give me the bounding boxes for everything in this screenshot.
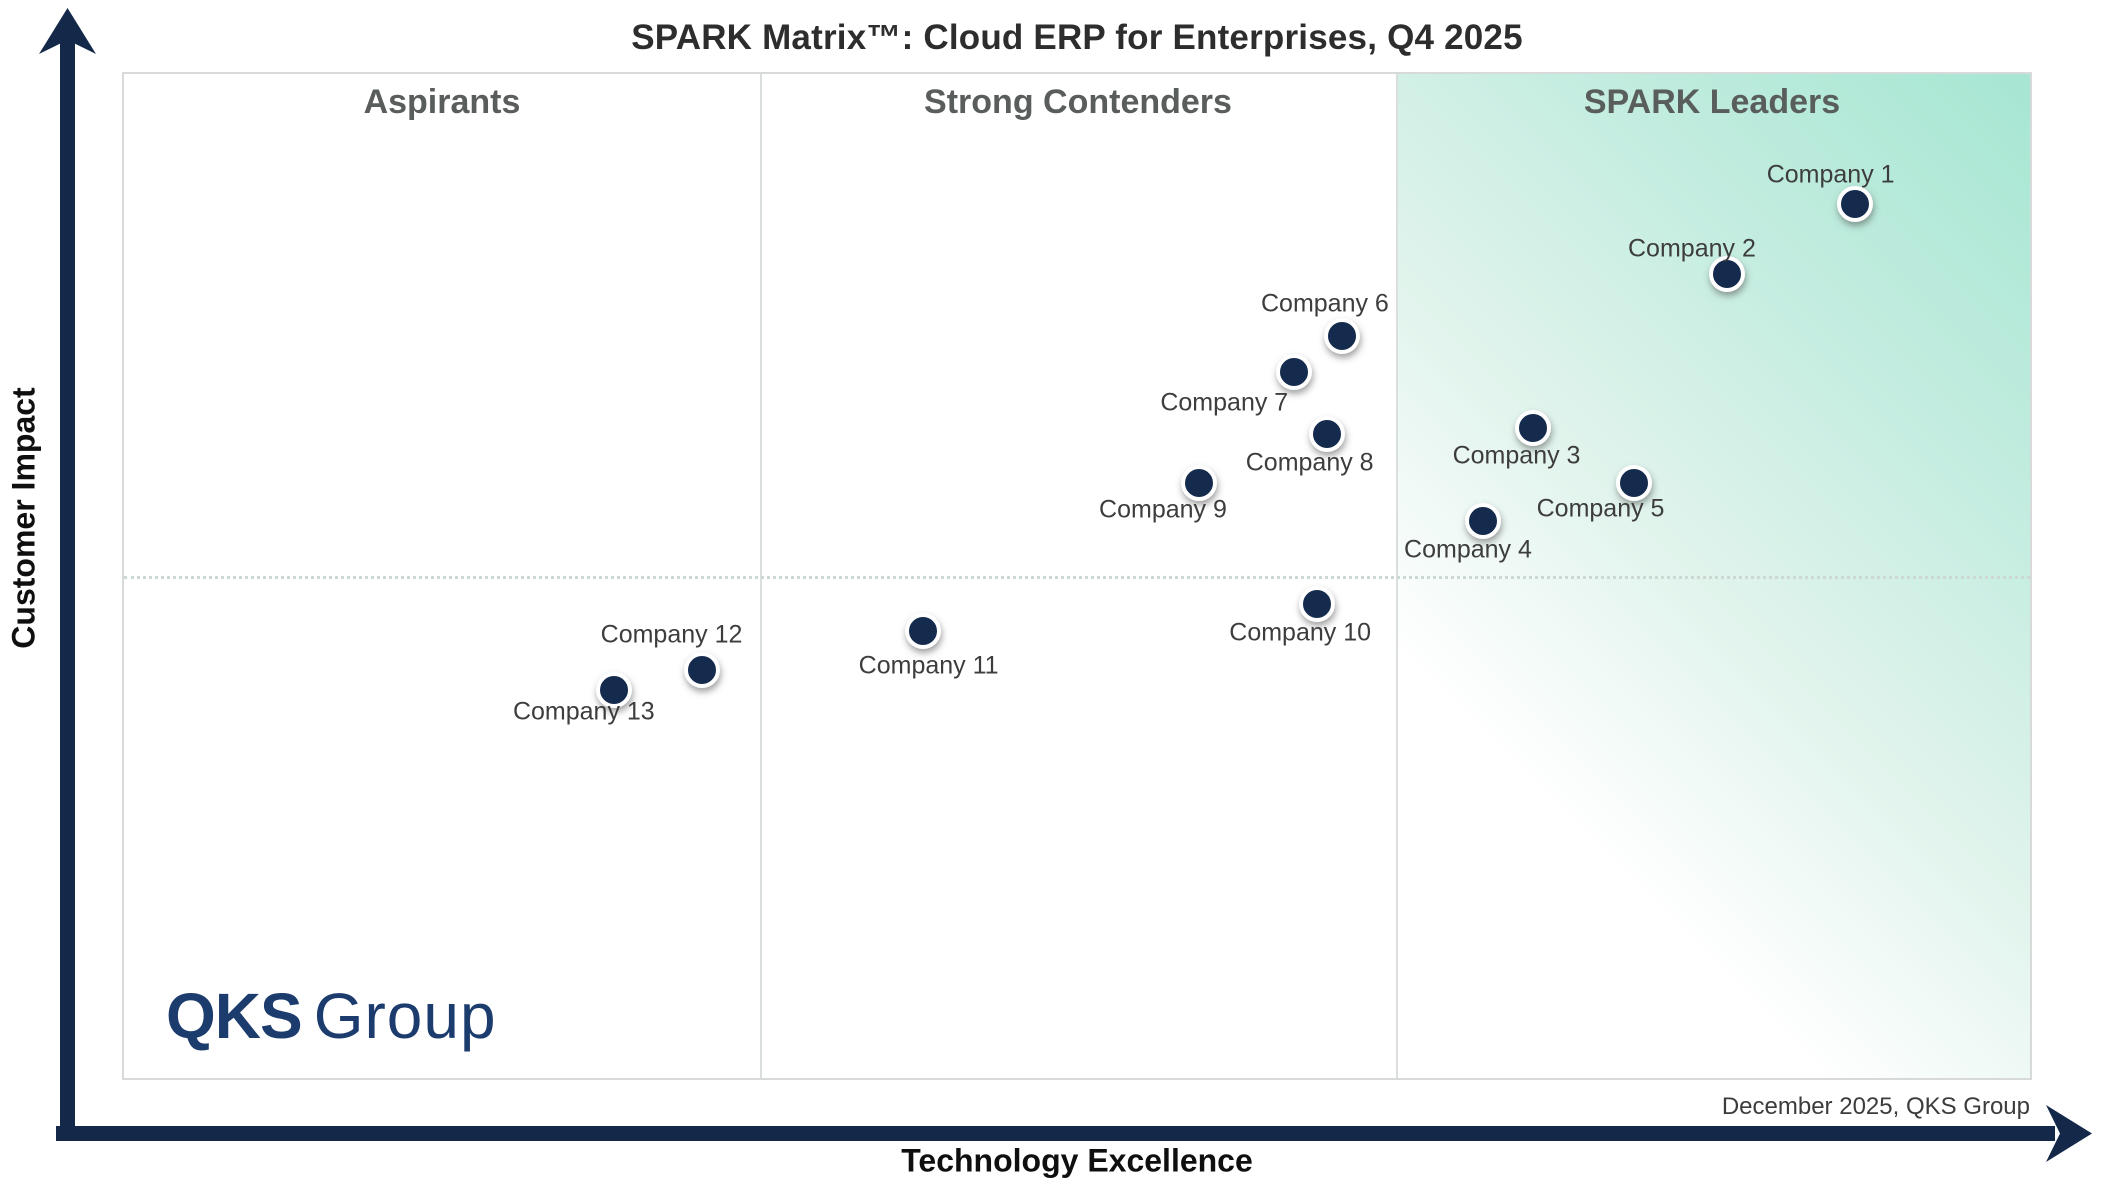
x-axis-label: Technology Excellence — [901, 1142, 1253, 1179]
company-dot — [595, 672, 632, 709]
company-label: Company 3 — [1452, 441, 1581, 470]
y-axis-shaft — [60, 38, 75, 1141]
company-label: Company 13 — [512, 697, 655, 726]
quadrant-label-aspirants: Aspirants — [363, 83, 521, 121]
company-dot — [1299, 586, 1336, 623]
company-dot — [1323, 318, 1360, 355]
company-label: Company 12 — [600, 620, 743, 649]
company-dot — [1615, 464, 1652, 501]
company-label: Company 11 — [858, 651, 999, 680]
x-axis-shaft — [56, 1126, 2055, 1141]
points-layer: Company 1 Company 2 Company 3 Company 4 Comp… — [124, 74, 2030, 1078]
qks-logo-light: Group — [313, 980, 497, 1052]
company-dot — [1276, 354, 1313, 391]
y-axis-label: Customer Impact — [5, 387, 42, 649]
company-label: Company 8 — [1245, 448, 1374, 477]
company-dot — [683, 652, 720, 689]
company-label: Company 4 — [1404, 535, 1532, 564]
quadrant-label-strong-contenders: Strong Contenders — [924, 83, 1232, 121]
plot-area: Aspirants Strong Contenders SPARK Leader… — [122, 72, 2032, 1080]
company-dot — [1836, 185, 1873, 222]
company-label: Company 5 — [1536, 494, 1665, 523]
company-dot — [1464, 502, 1501, 539]
company-dot — [1180, 464, 1217, 501]
footnote: December 2025, QKS Group — [1721, 1093, 2030, 1120]
page-title: SPARK Matrix™: Cloud ERP for Enterprises… — [631, 18, 1523, 57]
y-axis-arrowhead-icon — [39, 8, 96, 54]
company-label: Company 9 — [1099, 495, 1227, 524]
company-dot — [904, 613, 941, 650]
quadrant-label-spark-leaders: SPARK Leaders — [1583, 83, 1841, 121]
company-label: Company 1 — [1766, 160, 1895, 189]
company-label: Company 2 — [1628, 234, 1756, 263]
qks-logo: QKS Group — [166, 984, 497, 1048]
company-label: Company 7 — [1160, 388, 1289, 417]
company-dot — [1308, 416, 1345, 453]
company-label: Company 10 — [1229, 618, 1372, 647]
qks-logo-bold: QKS — [166, 980, 303, 1052]
horizontal-midline — [124, 576, 2030, 579]
x-axis-arrowhead-icon — [2046, 1105, 2092, 1162]
company-dot — [1708, 255, 1745, 292]
company-label: Company 6 — [1260, 289, 1389, 318]
company-dot — [1514, 410, 1551, 447]
